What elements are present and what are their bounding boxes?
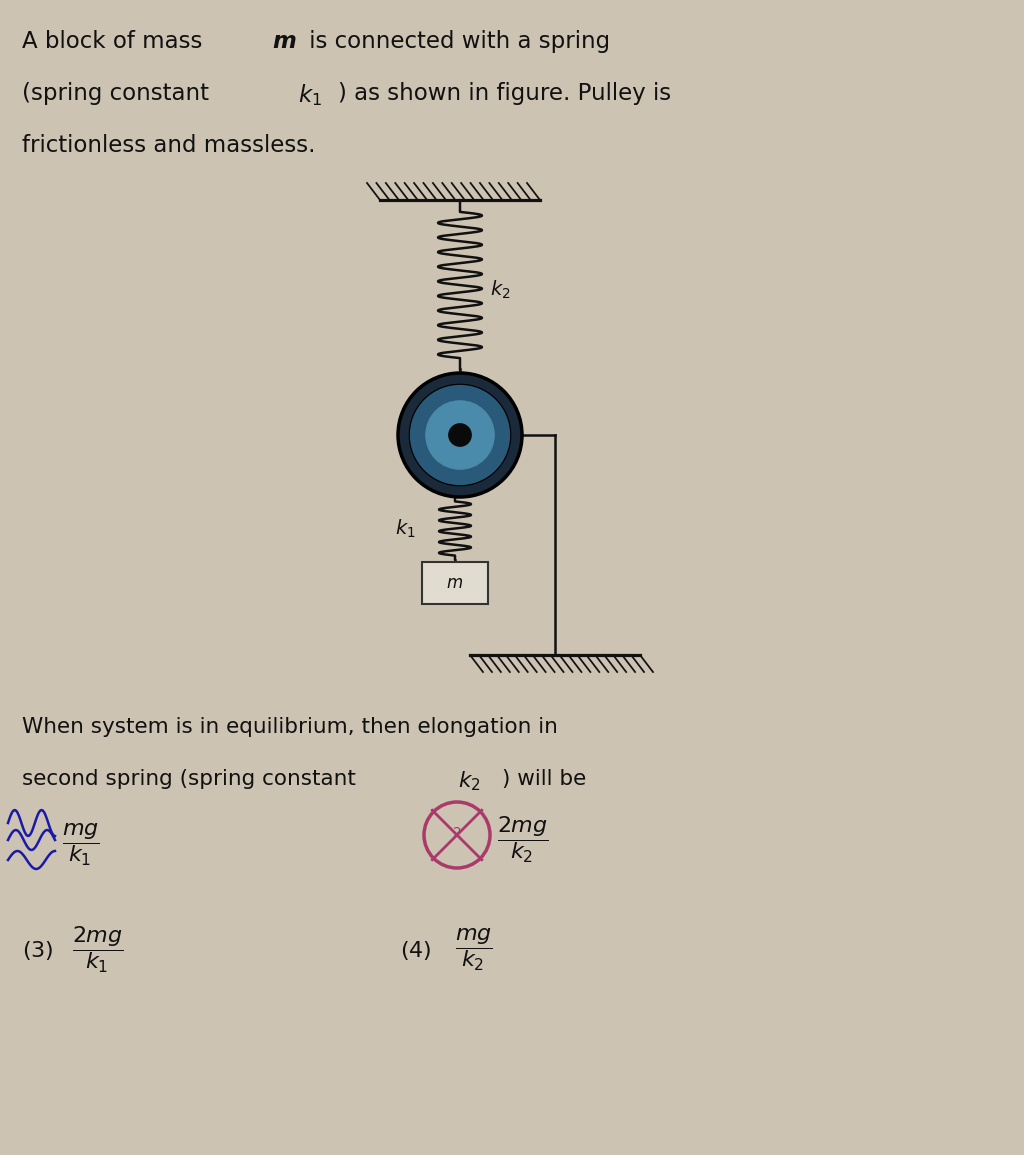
Bar xyxy=(423,562,487,604)
Text: $(3)$: $(3)$ xyxy=(22,939,53,961)
Circle shape xyxy=(426,401,495,469)
Text: 2: 2 xyxy=(453,826,462,840)
Text: m: m xyxy=(446,574,463,593)
Text: $\dfrac{2mg}{k_1}$: $\dfrac{2mg}{k_1}$ xyxy=(72,925,124,975)
Text: A block of mass: A block of mass xyxy=(22,30,210,53)
Text: $k_1$: $k_1$ xyxy=(298,82,322,107)
Bar xyxy=(423,562,487,604)
Text: $\dfrac{2mg}{k_2}$: $\dfrac{2mg}{k_2}$ xyxy=(497,814,549,865)
Text: $k_2$: $k_2$ xyxy=(490,278,511,301)
Text: When system is in equilibrium, then elongation in: When system is in equilibrium, then elon… xyxy=(22,717,558,737)
Text: $\dfrac{mg}{k_2}$: $\dfrac{mg}{k_2}$ xyxy=(455,926,493,974)
Text: second spring (spring constant: second spring (spring constant xyxy=(22,769,362,789)
Text: $\dfrac{mg}{k_1}$: $\dfrac{mg}{k_1}$ xyxy=(62,821,99,869)
Text: m: m xyxy=(272,30,296,53)
Circle shape xyxy=(398,373,522,497)
Text: ) will be: ) will be xyxy=(502,769,587,789)
Text: $k_1$: $k_1$ xyxy=(395,517,416,539)
Text: $(4)$: $(4)$ xyxy=(400,939,431,961)
Text: frictionless and massless.: frictionless and massless. xyxy=(22,134,315,157)
Circle shape xyxy=(410,385,511,486)
Text: $k_2$: $k_2$ xyxy=(458,769,480,792)
Text: is connected with a spring: is connected with a spring xyxy=(302,30,610,53)
Circle shape xyxy=(449,424,471,446)
Text: ) as shown in figure. Pulley is: ) as shown in figure. Pulley is xyxy=(338,82,671,105)
Text: (spring constant: (spring constant xyxy=(22,82,216,105)
